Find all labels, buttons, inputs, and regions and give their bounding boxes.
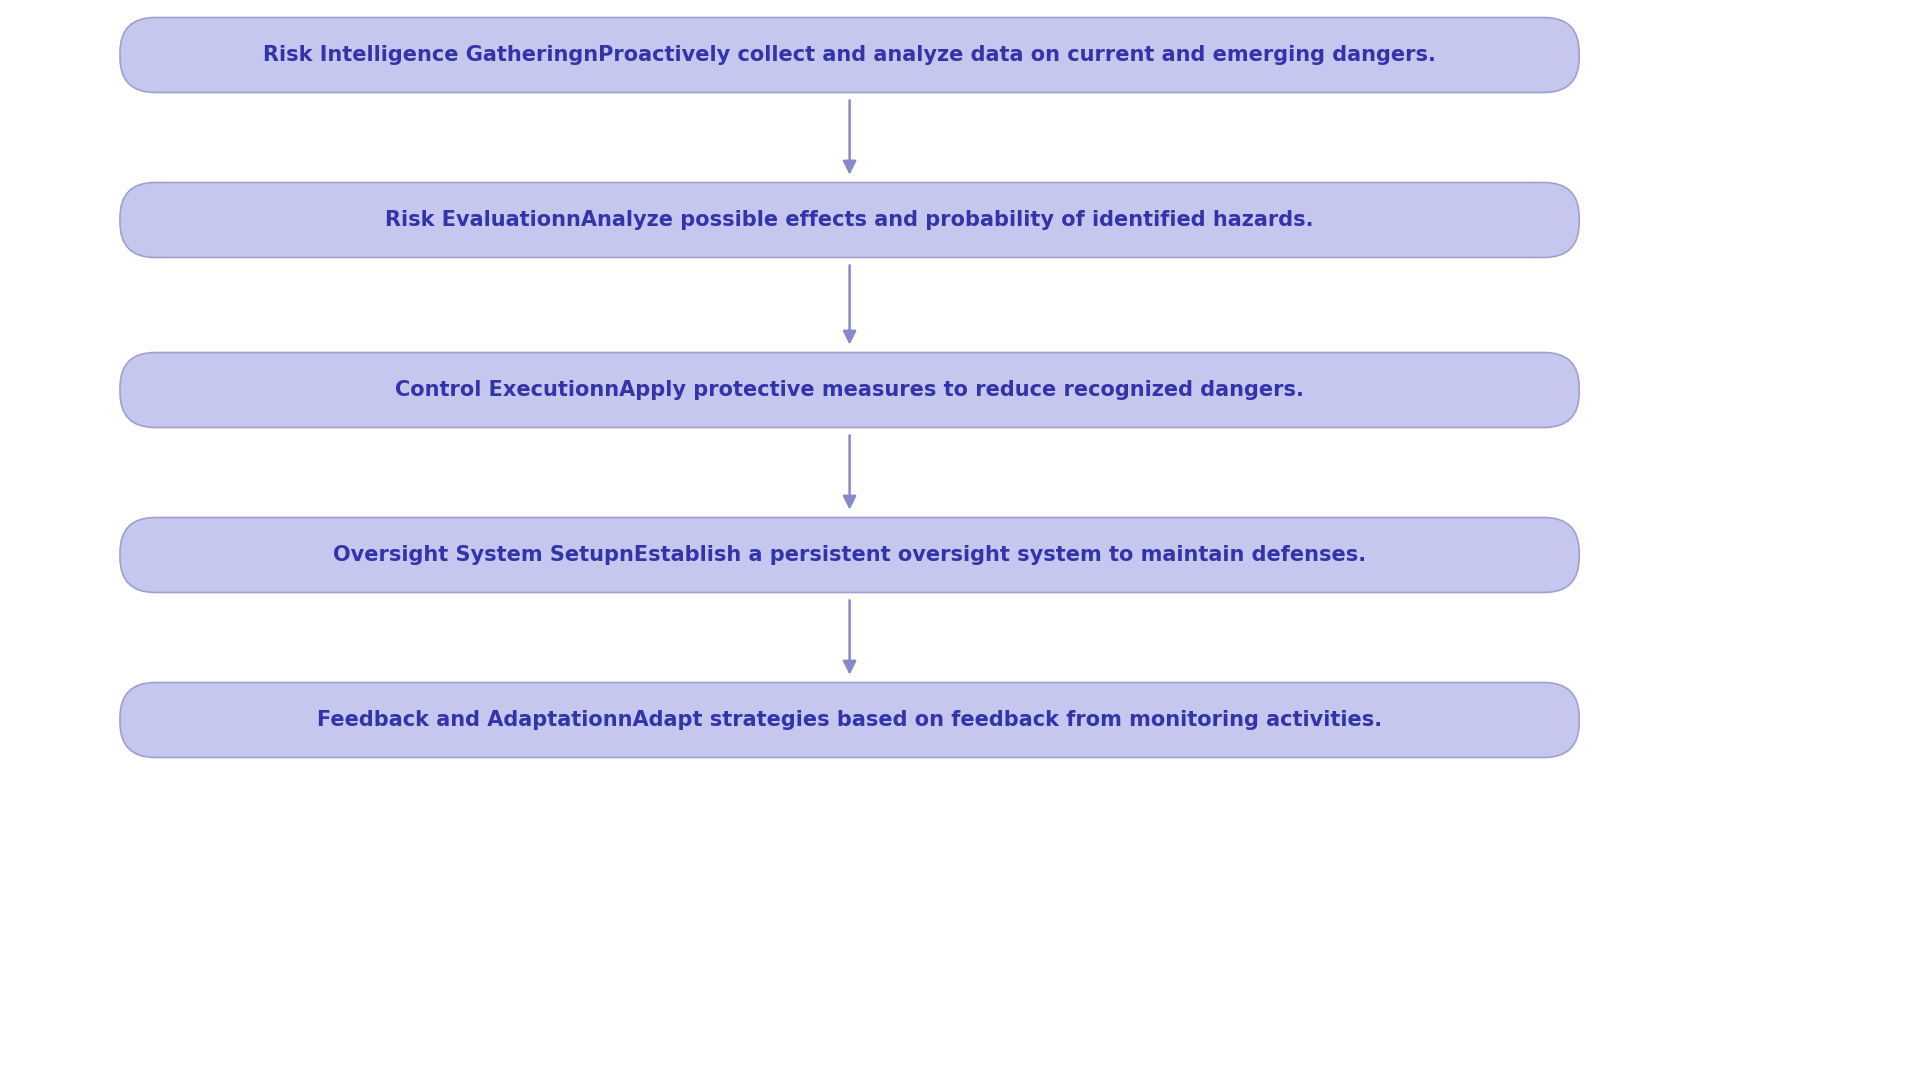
- FancyBboxPatch shape: [119, 183, 1578, 258]
- FancyBboxPatch shape: [119, 518, 1578, 592]
- Text: Oversight System SetupnEstablish a persistent oversight system to maintain defen: Oversight System SetupnEstablish a persi…: [332, 545, 1367, 565]
- FancyBboxPatch shape: [119, 352, 1578, 428]
- FancyBboxPatch shape: [119, 17, 1578, 92]
- Text: Control ExecutionnApply protective measures to reduce recognized dangers.: Control ExecutionnApply protective measu…: [396, 380, 1304, 400]
- Text: Feedback and AdaptationnAdapt strategies based on feedback from monitoring activ: Feedback and AdaptationnAdapt strategies…: [317, 710, 1382, 730]
- Text: Risk EvaluationnAnalyze possible effects and probability of identified hazards.: Risk EvaluationnAnalyze possible effects…: [386, 210, 1313, 230]
- FancyBboxPatch shape: [119, 682, 1578, 757]
- Text: Risk Intelligence GatheringnProactively collect and analyze data on current and : Risk Intelligence GatheringnProactively …: [263, 45, 1436, 65]
